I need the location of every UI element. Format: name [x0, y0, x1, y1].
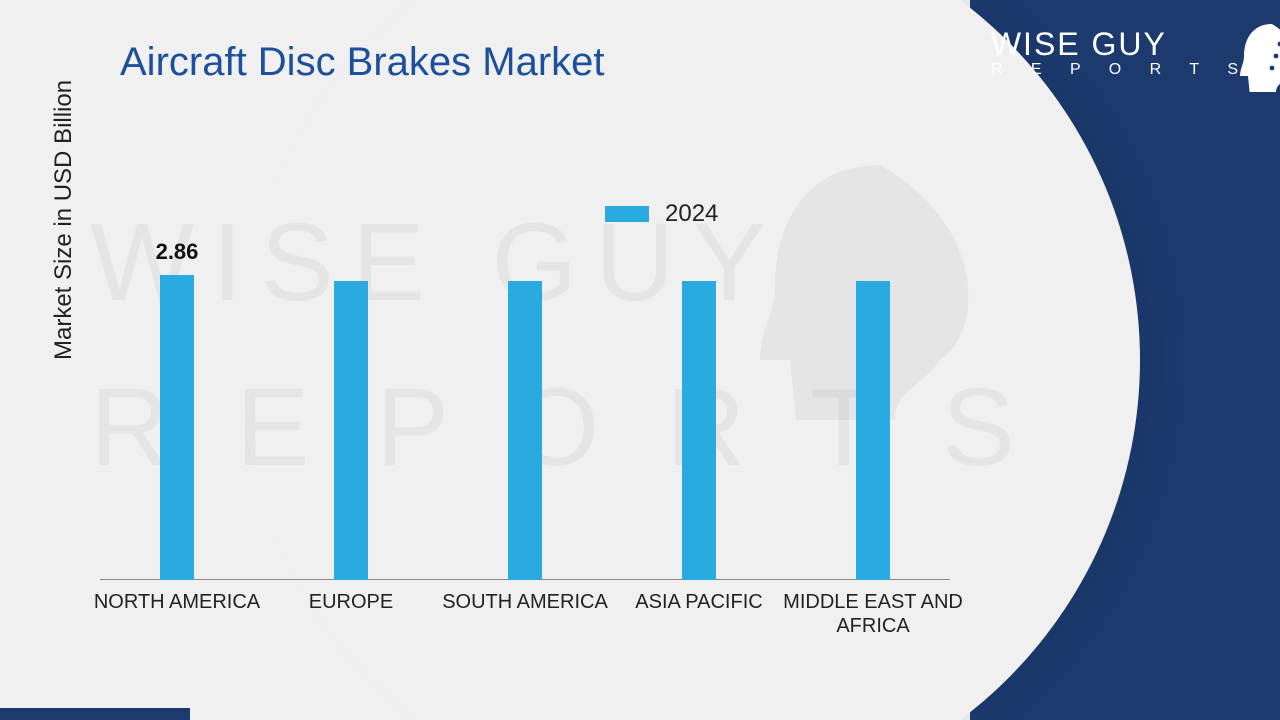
bar-value-label: 2.86 [156, 239, 199, 265]
bar [682, 281, 716, 580]
y-axis-label: Market Size in USD Billion [50, 80, 78, 360]
logo-line1: WISE GUY [991, 28, 1250, 60]
bar [856, 281, 890, 580]
chart-plot-area: 2.86NORTH AMERICA EUROPE SOUTH AMERICA ASIA… [100, 260, 950, 580]
category-label: MIDDLE EAST AND AFRICA [783, 590, 963, 638]
logo-line2: R E P O R T S [991, 62, 1250, 78]
bar-group: SOUTH AMERICA [508, 281, 542, 580]
category-label: ASIA PACIFIC [609, 590, 789, 614]
category-label: NORTH AMERICA [87, 590, 267, 614]
bar-group: ASIA PACIFIC [682, 281, 716, 580]
brand-logo: WISE GUY R E P O R T S [991, 28, 1250, 78]
category-label: SOUTH AMERICA [435, 590, 615, 614]
bar [508, 281, 542, 580]
bar-group: 2.86NORTH AMERICA [160, 275, 194, 580]
bottom-accent-bar [0, 708, 190, 720]
bar-group: EUROPE [334, 281, 368, 580]
bar [334, 281, 368, 580]
chart-canvas: WISE GUY R E P O R T S Aircraft Disc Bra… [0, 0, 1280, 720]
legend-swatch [605, 206, 649, 222]
bar-group: MIDDLE EAST AND AFRICA [856, 281, 890, 580]
bar [160, 275, 194, 580]
logo-head-icon [1232, 20, 1280, 100]
legend-label: 2024 [665, 200, 718, 228]
chart-title: Aircraft Disc Brakes Market [120, 40, 605, 85]
legend: 2024 [605, 200, 718, 228]
category-label: EUROPE [261, 590, 441, 614]
